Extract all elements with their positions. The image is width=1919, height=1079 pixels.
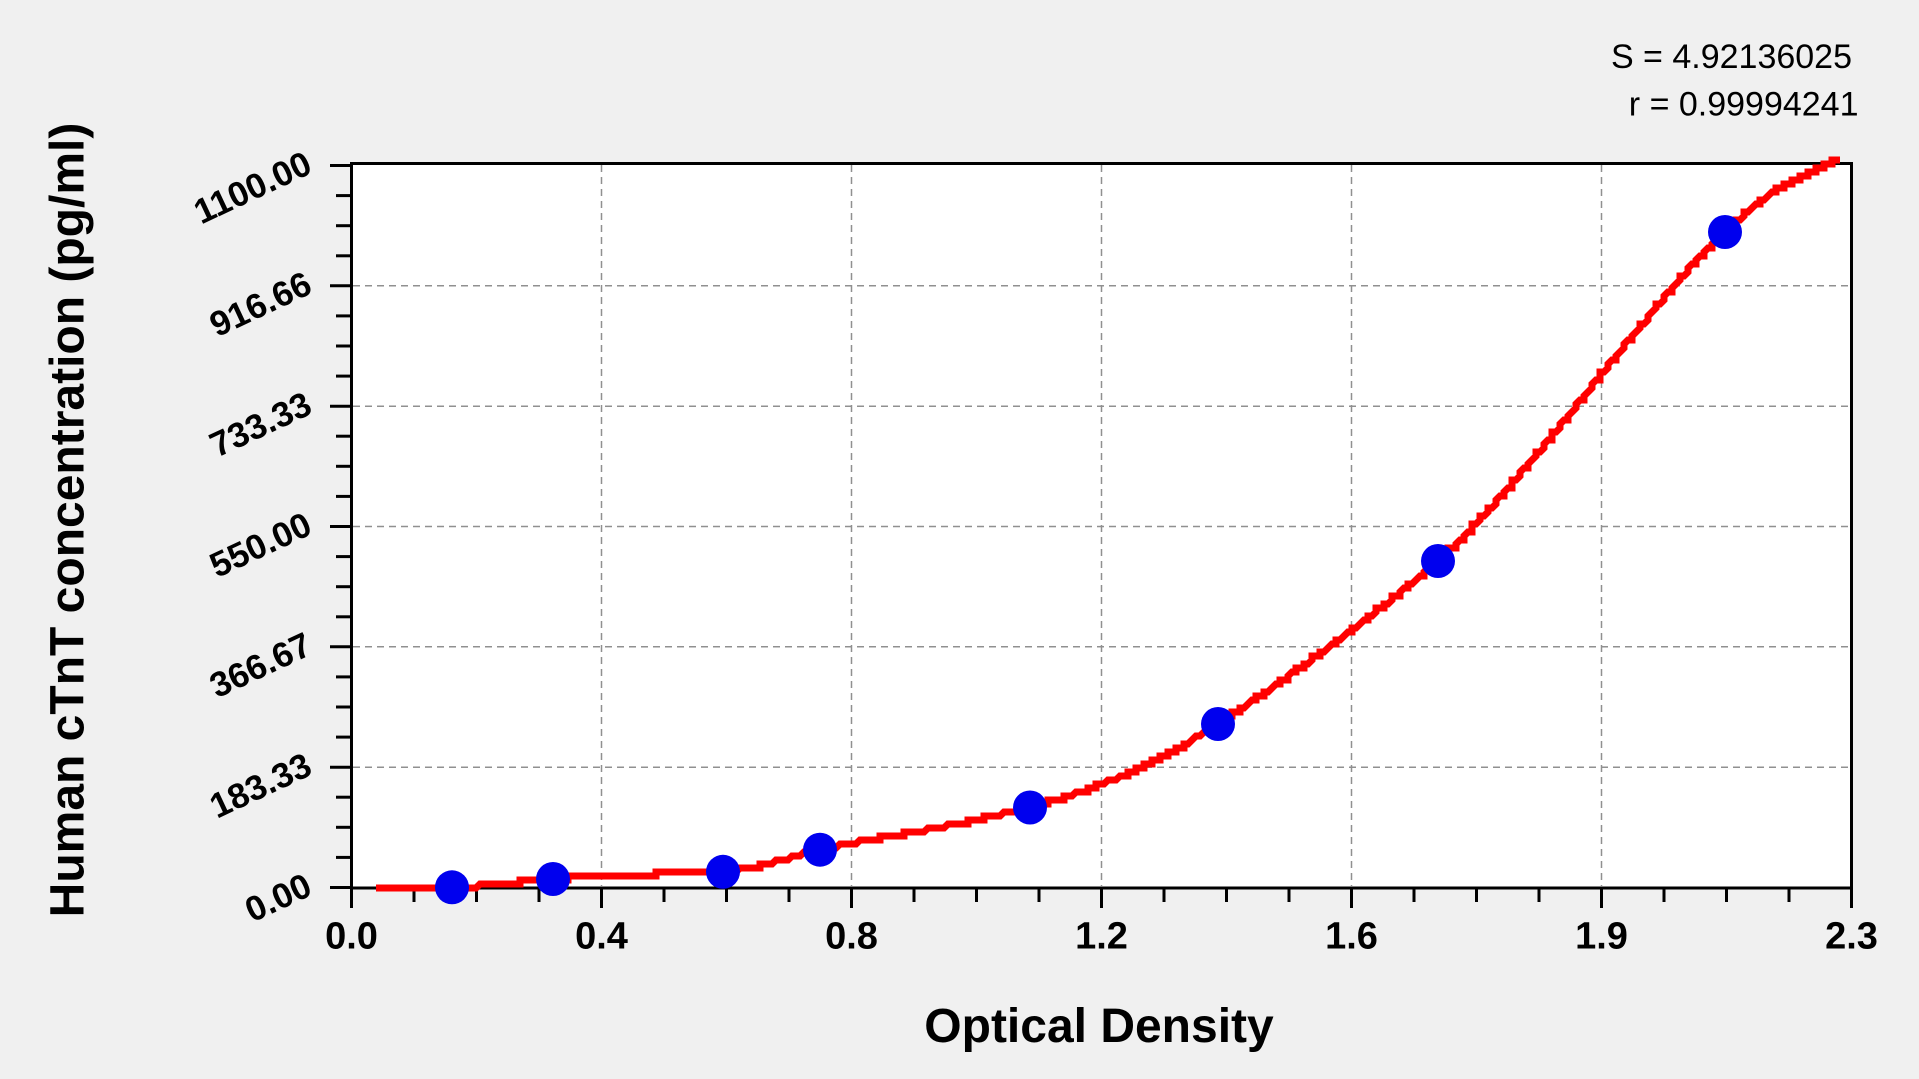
svg-text:0.0: 0.0: [325, 916, 378, 958]
svg-text:1.6: 1.6: [1325, 916, 1378, 958]
svg-text:0.8: 0.8: [825, 916, 878, 958]
svg-text:S = 4.92136025: S = 4.92136025: [1611, 38, 1852, 76]
svg-text:r = 0.99994241: r = 0.99994241: [1629, 86, 1859, 124]
svg-text:0.4: 0.4: [575, 916, 628, 958]
svg-text:2.3: 2.3: [1825, 916, 1878, 958]
svg-text:Optical Density: Optical Density: [924, 1000, 1274, 1053]
svg-text:1.9: 1.9: [1575, 916, 1628, 958]
svg-text:1.2: 1.2: [1075, 916, 1128, 958]
svg-text:Human cTnT concentration (pg/m: Human cTnT concentration (pg/ml): [42, 123, 95, 918]
